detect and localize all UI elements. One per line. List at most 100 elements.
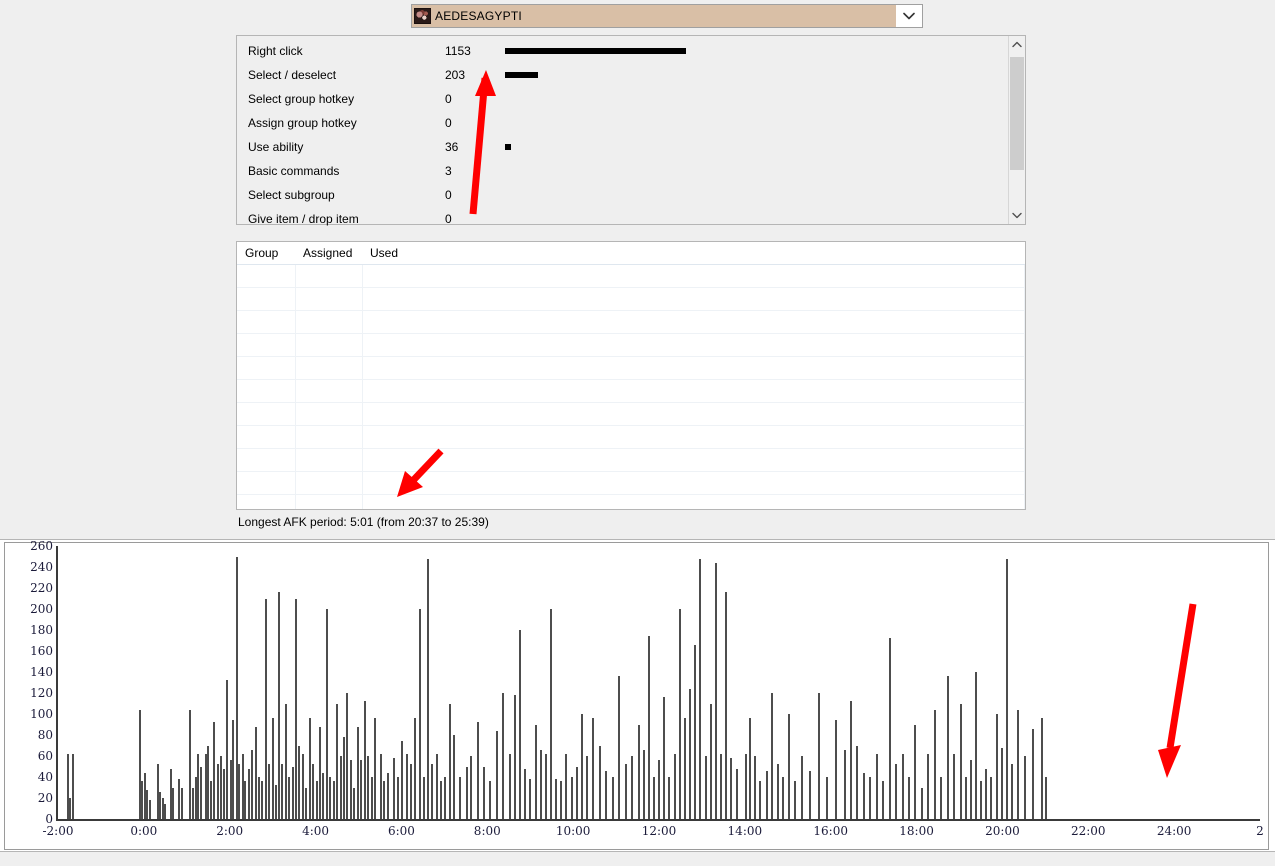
chart-bar: [143, 772, 146, 819]
chart-bar: [1011, 764, 1013, 819]
table-cell: [237, 471, 296, 495]
list-item[interactable]: Basic commands 3: [237, 159, 1008, 183]
player-select-combobox[interactable]: AEDESAGYPTI: [411, 4, 923, 28]
table-row[interactable]: [237, 494, 1025, 509]
chart-bar: [668, 777, 671, 819]
table-cell: [237, 264, 296, 288]
actions-list-scrollbar[interactable]: [1008, 36, 1025, 224]
chart-bar: [383, 781, 386, 819]
chart-bar: [238, 764, 241, 819]
table-row[interactable]: [237, 333, 1025, 357]
chevron-up-icon: [1012, 41, 1022, 48]
activity-chart-panel: 0 20 40 60 80 100 120 140 160 180 200 220 240 260 -2:…: [0, 539, 1275, 852]
scrollbar-down-button[interactable]: [1009, 207, 1025, 224]
scrollbar-thumb[interactable]: [1010, 57, 1024, 170]
table-row[interactable]: [237, 471, 1025, 495]
chart-bar: [418, 609, 421, 819]
table-row[interactable]: [237, 448, 1025, 472]
list-item[interactable]: Assign group hotkey 0: [237, 111, 1008, 135]
actions-list-body: Right click 1153 Select / deselect 203 Selec…: [237, 36, 1008, 226]
chart-bar: [749, 718, 752, 819]
chart-bar: [689, 688, 692, 819]
list-item[interactable]: Select group hotkey 0: [237, 87, 1008, 111]
table-row[interactable]: [237, 379, 1025, 403]
chart-bar: [843, 749, 846, 819]
chart-bar: [759, 781, 762, 819]
chart-bar: [284, 703, 287, 819]
chart-bar: [476, 722, 479, 819]
list-item[interactable]: Select subgroup 0: [237, 183, 1008, 207]
table-cell: [295, 402, 363, 426]
chart-bar: [781, 777, 784, 819]
table-row[interactable]: [237, 425, 1025, 449]
chart-bar: [800, 756, 803, 819]
chart-bar: [482, 766, 485, 819]
chart-bar: [199, 766, 202, 819]
actions-list-panel[interactable]: Right click 1153 Select / deselect 203 Selec…: [236, 35, 1026, 226]
chart-bar: [694, 644, 697, 819]
chart-bar: [513, 695, 516, 819]
list-item-bar: [505, 48, 686, 54]
table-cell: [237, 287, 296, 311]
table-row[interactable]: [237, 287, 1025, 311]
groups-table: Group Assigned Used: [237, 242, 1025, 509]
chart-bar: [363, 701, 366, 819]
table-cell: [237, 333, 296, 357]
chart-bar: [744, 753, 747, 819]
chart-bar: [288, 777, 291, 819]
chart-bar: [809, 770, 812, 819]
list-item[interactable]: Give item / drop item 0: [237, 207, 1008, 231]
chart-bar: [508, 753, 511, 819]
chart-bar: [787, 714, 790, 819]
y-axis-tick-label: 240: [30, 560, 53, 574]
combobox-value-area[interactable]: AEDESAGYPTI: [412, 5, 896, 27]
table-row[interactable]: [237, 264, 1025, 288]
chart-bar: [405, 753, 408, 819]
chart-bar: [524, 768, 527, 819]
list-item[interactable]: Use ability 36: [237, 135, 1008, 159]
bottom-strip: [0, 852, 1275, 866]
chart-bar: [549, 609, 552, 819]
list-item[interactable]: Right click 1153: [237, 39, 1008, 63]
chart-bar: [159, 791, 162, 819]
table-row[interactable]: [237, 402, 1025, 426]
chart-bar: [856, 745, 859, 819]
scrollbar-up-button[interactable]: [1009, 36, 1025, 53]
chart-bar: [862, 772, 865, 819]
chart-bar: [959, 703, 962, 819]
scrollbar-track[interactable]: [1009, 53, 1025, 207]
chart-bar: [223, 768, 226, 819]
player-race-icon: [414, 8, 431, 24]
groups-table-panel[interactable]: Group Assigned Used: [236, 241, 1026, 510]
chart-bar: [386, 772, 389, 819]
table-cell: [237, 402, 296, 426]
chart-bar: [261, 781, 264, 819]
chart-bar: [241, 753, 244, 819]
table-cell: [362, 287, 1025, 311]
table-cell: [295, 471, 363, 495]
chart-bar: [817, 693, 820, 819]
combobox-dropdown-button[interactable]: [896, 5, 922, 27]
chart-bar: [459, 777, 462, 819]
chart-bar: [379, 753, 382, 819]
table-row[interactable]: [237, 356, 1025, 380]
column-header-used[interactable]: Used: [362, 242, 1025, 265]
chart-bar: [281, 764, 284, 819]
list-item[interactable]: Select / deselect 203: [237, 63, 1008, 87]
table-cell: [362, 379, 1025, 403]
chart-bar: [194, 777, 197, 819]
chart-bar: [149, 800, 151, 819]
x-axis-tick-label: 0:00: [130, 824, 158, 838]
chart-bar: [319, 726, 321, 819]
column-header-assigned[interactable]: Assigned: [295, 242, 362, 265]
chart-bar: [539, 749, 542, 819]
chart-bar: [448, 703, 451, 819]
list-item-label: Assign group hotkey: [248, 116, 357, 130]
column-header-group[interactable]: Group: [237, 242, 295, 265]
activity-chart[interactable]: 0 20 40 60 80 100 120 140 160 180 200 220 240 260 -2:…: [4, 539, 1269, 850]
chart-bar: [146, 789, 149, 819]
chart-bar: [470, 756, 473, 819]
chart-bar: [360, 760, 363, 819]
chart-bar: [229, 760, 232, 819]
table-row[interactable]: [237, 310, 1025, 334]
